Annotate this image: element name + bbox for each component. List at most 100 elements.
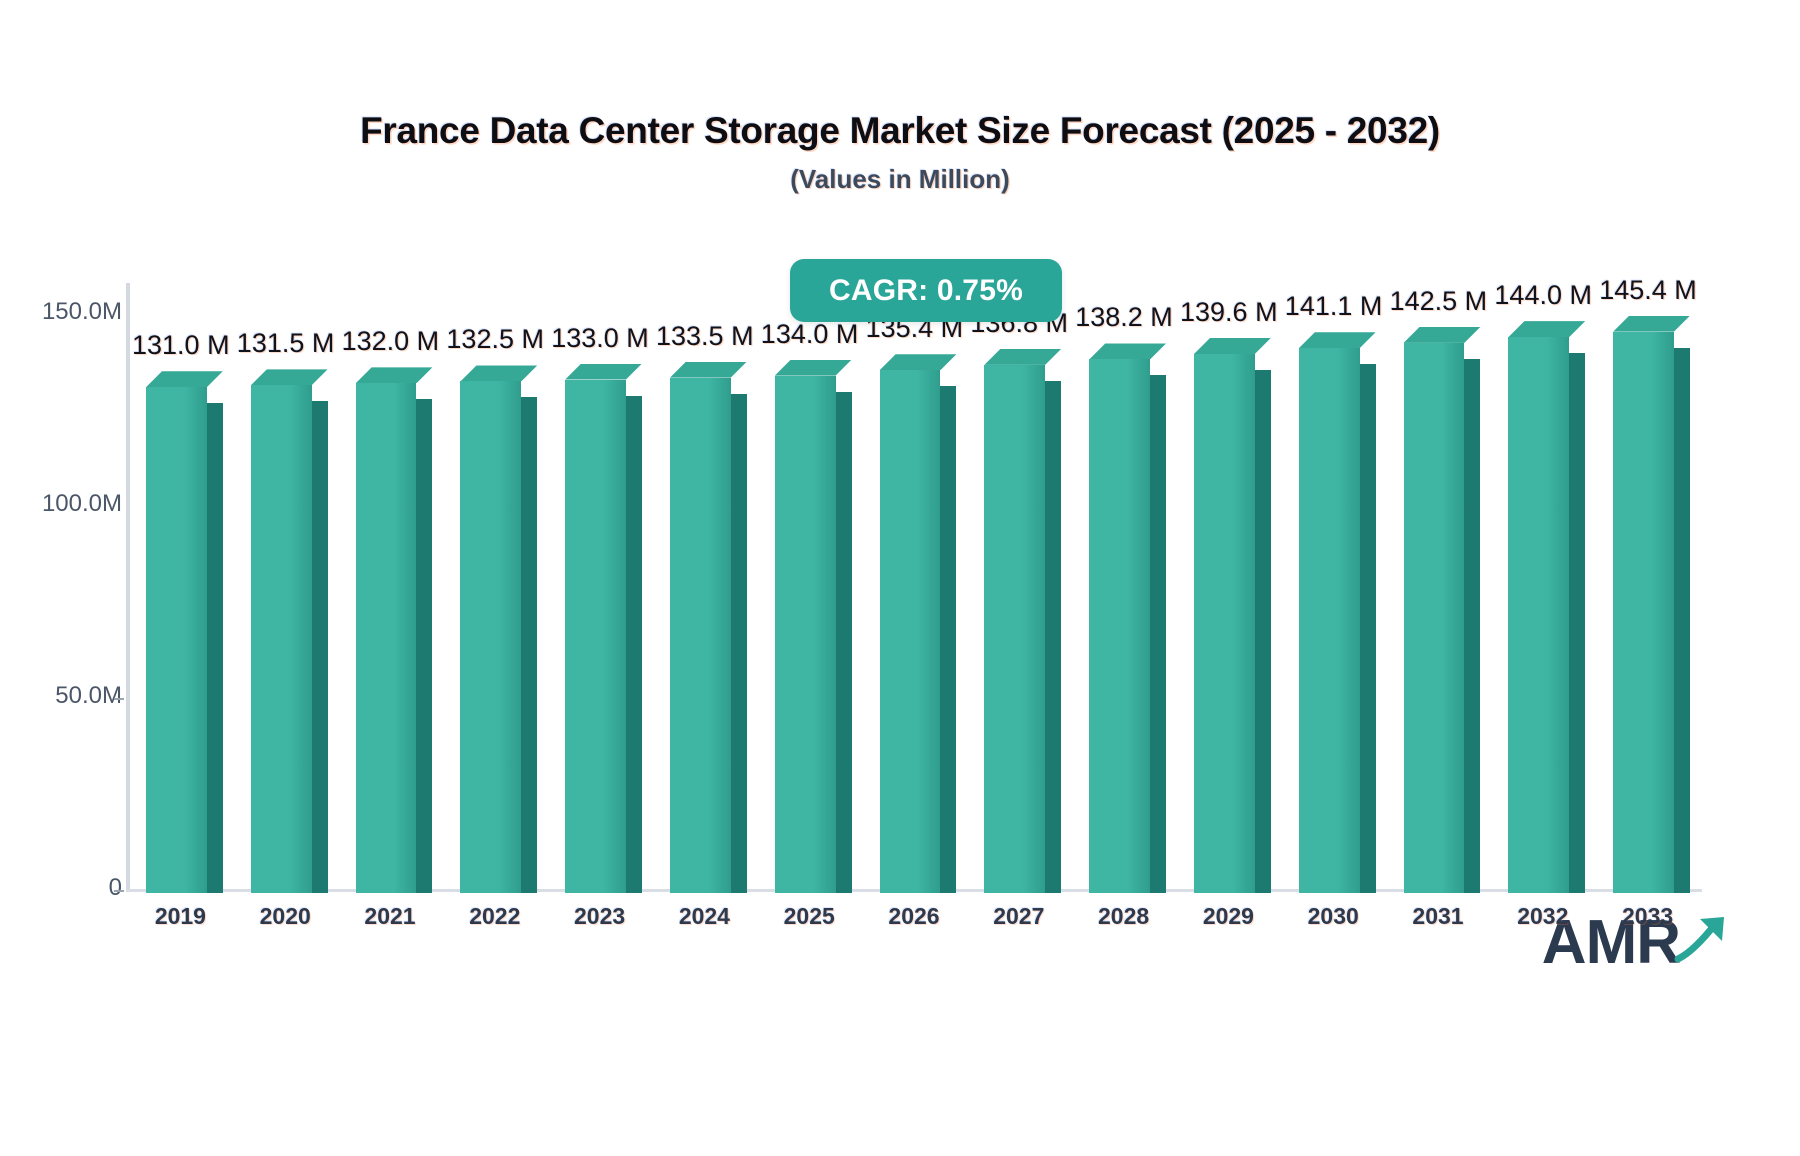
bar-side-3d xyxy=(1254,370,1271,893)
y-axis-line xyxy=(126,283,130,890)
x-axis-tick-2030: 2030 xyxy=(1307,903,1359,929)
bar-top-3d xyxy=(670,361,747,378)
bar-top-3d xyxy=(1298,332,1376,349)
chart-subtitle: (Values in Million) xyxy=(790,164,1010,194)
bar-face xyxy=(355,383,417,893)
cagr-label: CAGR: 0.75% xyxy=(829,273,1023,307)
bar-face xyxy=(670,377,731,893)
bar-face xyxy=(460,381,522,893)
bar-2031[interactable] xyxy=(1403,326,1481,893)
bar-side-3d xyxy=(1045,380,1062,893)
bar-top-3d xyxy=(1613,315,1690,332)
bar-side-3d xyxy=(311,401,328,893)
logo-text: AMR xyxy=(1541,908,1681,977)
x-axis-tick-2024: 2024 xyxy=(678,903,730,929)
bar-value-label: 133.5 M xyxy=(656,320,754,351)
bar-value-label: 131.5 M xyxy=(236,328,335,359)
bar-value-label: 132.0 M xyxy=(341,326,440,357)
bar-side-3d xyxy=(1149,375,1166,893)
bar-2022[interactable] xyxy=(460,365,538,893)
bar-2030[interactable] xyxy=(1298,332,1376,893)
bar-face xyxy=(146,387,207,893)
bar-top-3d xyxy=(774,359,852,376)
bar-value-label: 145.4 M xyxy=(1599,274,1697,305)
bar-face xyxy=(1508,337,1570,893)
bar-side-3d xyxy=(416,399,433,893)
bar-side-3d xyxy=(1569,353,1586,893)
bar-value-label: 142.5 M xyxy=(1389,285,1488,316)
bar-side-3d xyxy=(1464,358,1481,893)
bar-top-3d xyxy=(460,365,538,382)
bar-top-3d xyxy=(1508,321,1586,338)
x-axis-tick-2031: 2031 xyxy=(1412,903,1464,929)
bar-face xyxy=(879,370,941,893)
y-axis-tick-label: 0 xyxy=(108,874,122,901)
y-axis-tick-label: 100.0M xyxy=(41,489,122,517)
cagr-badge: CAGR: 0.75% xyxy=(790,259,1062,322)
bar-face xyxy=(565,379,626,893)
bar-value-label: 134.0 M xyxy=(760,318,859,349)
bar-top-3d xyxy=(146,371,223,388)
bar-top-3d xyxy=(355,367,433,384)
bar-2024[interactable] xyxy=(670,361,747,893)
bar-top-3d xyxy=(984,348,1062,365)
y-axis-tick-mark xyxy=(114,890,124,892)
bar-side-3d xyxy=(625,395,642,893)
bar-face xyxy=(1089,359,1150,893)
y-axis-ticks: 0 50.0M 100.0M 150.0M xyxy=(0,0,124,1156)
bar-2029[interactable] xyxy=(1194,338,1271,893)
y-axis-tick-label: 150.0M xyxy=(41,297,122,325)
x-axis-tick-2027: 2027 xyxy=(993,903,1045,929)
x-axis-tick-2028: 2028 xyxy=(1098,903,1150,929)
bar-2023[interactable] xyxy=(565,363,642,893)
bar-face xyxy=(1194,354,1255,893)
bar-value-label: 144.0 M xyxy=(1494,280,1592,311)
bar-side-3d xyxy=(835,391,852,893)
x-axis-tick-2025: 2025 xyxy=(783,903,835,929)
y-axis-tick-label: 50.0M xyxy=(55,681,122,709)
x-axis-tick-2020: 2020 xyxy=(259,903,311,929)
bar-2032[interactable] xyxy=(1508,321,1586,893)
bar-side-3d xyxy=(730,393,747,893)
y-axis-tick-mark xyxy=(114,697,124,700)
x-axis-tick-2023: 2023 xyxy=(574,903,626,929)
x-axis-tick-2022: 2022 xyxy=(469,903,521,929)
bar-side-3d xyxy=(1359,364,1376,893)
arrow-up-right-icon xyxy=(1672,913,1732,970)
bar-top-3d xyxy=(1403,326,1481,343)
bar-value-label: 138.2 M xyxy=(1075,302,1173,333)
bar-2021[interactable] xyxy=(355,367,433,893)
bar-value-label: 132.5 M xyxy=(446,324,544,355)
x-axis-tick-2029: 2029 xyxy=(1202,903,1254,929)
bar-side-3d xyxy=(940,386,957,893)
bar-2028[interactable] xyxy=(1089,343,1166,893)
bar-2025[interactable] xyxy=(774,359,852,893)
bar-face xyxy=(984,364,1046,893)
bar-top-3d xyxy=(879,354,957,371)
x-axis-tick-2021: 2021 xyxy=(364,903,416,929)
bar-value-label: 133.0 M xyxy=(551,322,649,353)
bar-side-3d xyxy=(1673,347,1690,893)
bar-face xyxy=(1298,348,1360,893)
bar-face xyxy=(1403,342,1465,893)
bar-2033[interactable] xyxy=(1613,315,1690,893)
x-axis-tick-2033: 2033 xyxy=(1622,903,1674,929)
bar-top-3d xyxy=(1089,343,1166,360)
bar-2020[interactable] xyxy=(250,369,328,893)
x-axis-tick-2026: 2026 xyxy=(888,903,940,929)
bar-top-3d xyxy=(250,369,328,386)
bar-value-label: 131.0 M xyxy=(132,330,230,361)
x-axis-tick-2019: 2019 xyxy=(154,903,206,929)
bar-side-3d xyxy=(521,397,538,893)
bar-face xyxy=(774,375,836,893)
bar-2027[interactable] xyxy=(984,348,1062,893)
bar-face xyxy=(250,385,312,893)
bar-2026[interactable] xyxy=(879,354,957,893)
bar-face xyxy=(1613,331,1674,893)
plot-area xyxy=(128,283,1700,893)
bar-value-label: 139.6 M xyxy=(1180,297,1278,328)
bar-2019[interactable] xyxy=(146,371,223,893)
chart-title: France Data Center Storage Market Size F… xyxy=(360,110,1440,151)
bar-value-label: 141.1 M xyxy=(1284,291,1383,322)
